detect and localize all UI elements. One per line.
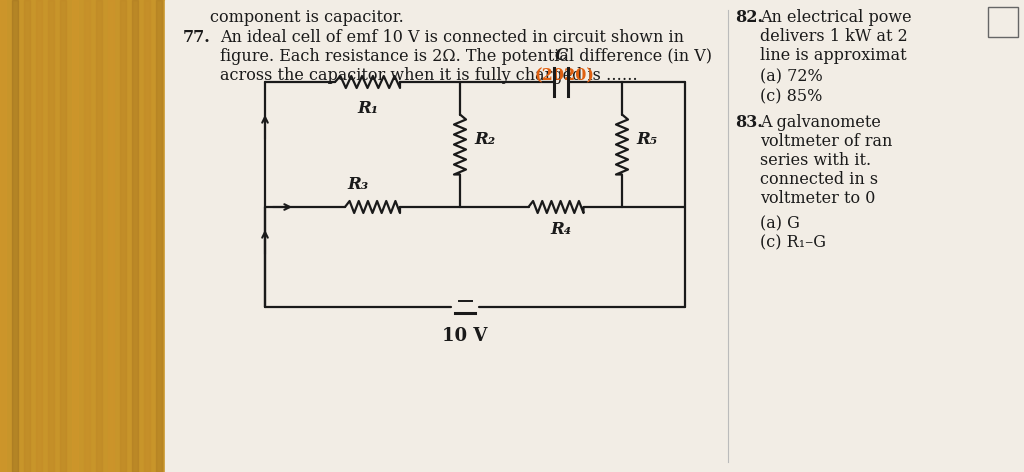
Text: R₂: R₂ [474, 131, 496, 148]
Text: line is approximat: line is approximat [760, 47, 906, 64]
Bar [72, 0, 78, 472]
Text: voltmeter to 0: voltmeter to 0 [760, 190, 876, 207]
Bar [144, 0, 150, 472]
Text: component is capacitor.: component is capacitor. [210, 9, 403, 26]
Text: R₃: R₃ [347, 176, 368, 193]
Bar [988, 7, 1018, 37]
Bar [156, 0, 162, 472]
Bar [0, 0, 165, 472]
Bar [48, 0, 54, 472]
Text: 83.: 83. [735, 114, 763, 131]
Bar [84, 0, 90, 472]
Text: voltmeter of ran: voltmeter of ran [760, 133, 892, 150]
Text: figure. Each resistance is 2Ω. The potential difference (in V): figure. Each resistance is 2Ω. The poten… [220, 48, 712, 65]
Text: delivers 1 kW at 2: delivers 1 kW at 2 [760, 28, 907, 45]
Text: R₅: R₅ [636, 131, 657, 148]
Text: (2020): (2020) [535, 67, 595, 84]
Text: across the capacitor when it is fully charged is ……: across the capacitor when it is fully ch… [220, 67, 638, 84]
Text: (c) 85%: (c) 85% [760, 88, 822, 105]
Bar [0, 0, 6, 472]
Text: R₁: R₁ [357, 100, 378, 117]
Bar [132, 0, 138, 472]
Text: (a) 72%: (a) 72% [760, 68, 822, 85]
Text: R₄: R₄ [551, 221, 571, 238]
Bar [120, 0, 126, 472]
Bar [60, 0, 66, 472]
Text: series with it.: series with it. [760, 152, 871, 169]
Bar [36, 0, 42, 472]
Bar [165, 0, 1024, 472]
Text: (c) R₁–G: (c) R₁–G [760, 234, 826, 251]
Text: A galvanomete: A galvanomete [760, 114, 881, 131]
Text: C: C [554, 47, 567, 64]
Bar [108, 0, 114, 472]
Bar [12, 0, 18, 472]
Text: 82.: 82. [735, 9, 763, 26]
Text: connected in s: connected in s [760, 171, 879, 188]
Text: (a) G: (a) G [760, 215, 800, 232]
Text: 77.: 77. [183, 29, 211, 46]
Text: 10 V: 10 V [442, 327, 487, 345]
Text: An electrical powe: An electrical powe [760, 9, 911, 26]
Text: An ideal cell of emf 10 V is connected in circuit shown in: An ideal cell of emf 10 V is connected i… [220, 29, 684, 46]
Bar [24, 0, 30, 472]
Bar [96, 0, 102, 472]
